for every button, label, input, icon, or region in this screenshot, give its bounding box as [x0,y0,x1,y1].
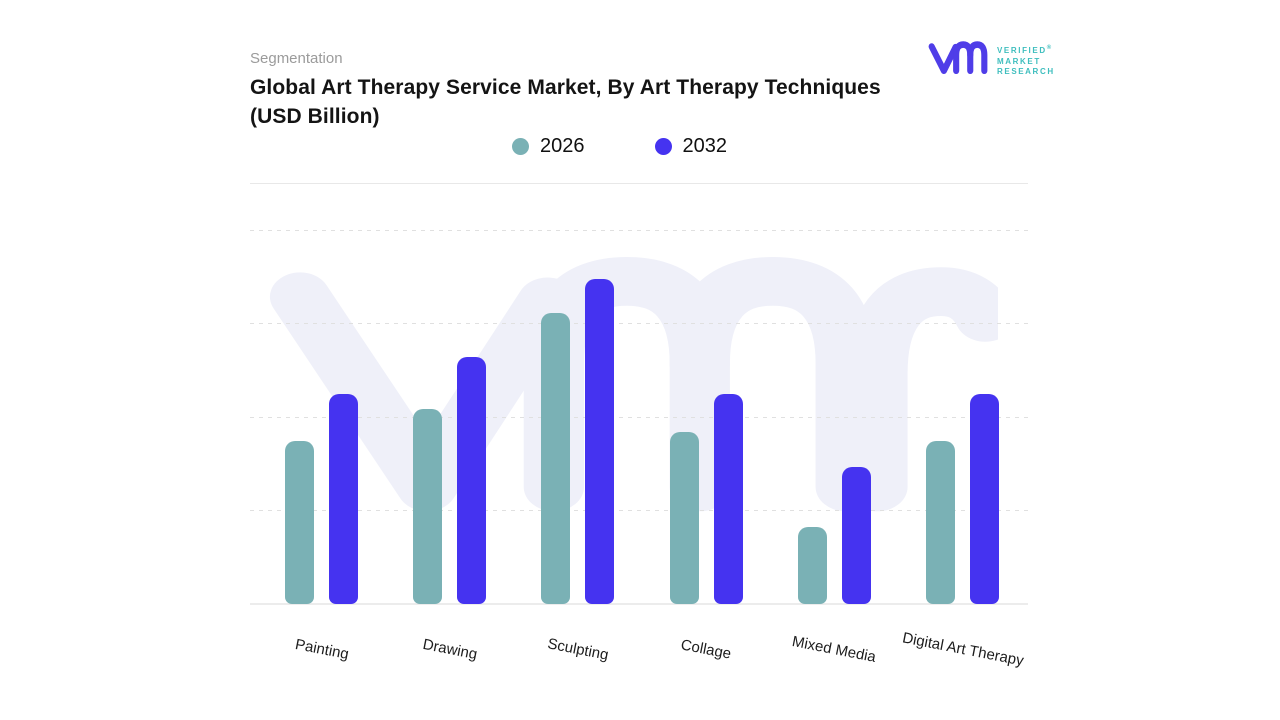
legend-item-2026: 2026 [512,135,585,158]
y-gridline [250,510,1028,512]
header-divider [250,183,1028,184]
page-title-line1: Global Art Therapy Service Market, By Ar… [250,76,881,99]
bar-collage-2032 [713,393,743,604]
legend-dot-2032-icon [654,138,672,155]
page-title-line2: (USD Billion) [250,105,380,128]
y-gridline [250,323,1028,325]
legend-label-2026: 2026 [540,135,585,157]
bar-sculpting-2032 [585,279,615,604]
bar-mixed-media-2026 [797,527,827,604]
y-gridline [250,416,1028,418]
bar-drawing-2026 [413,408,443,604]
legend-label-2032: 2032 [682,135,728,157]
brand-wordmark: VERIFIED® MARKET RESEARCH [997,43,1055,78]
vmr-monogram-icon [928,41,988,75]
eyebrow-label: Segmentation [250,50,343,67]
registered-mark: ® [1046,45,1052,51]
y-gridline [250,229,1028,231]
brand-line-research: RESEARCH [997,67,1055,76]
bar-digital-art-therapy-2026 [926,441,955,604]
chart-plot-area: Painting Drawing Sculpting Collage Mixed Med… [250,183,1028,670]
bar-sculpting-2026 [541,313,571,604]
bar-digital-art-therapy-2032 [970,393,999,604]
legend-item-2032: 2032 [654,135,728,158]
x-axis-line [250,603,1028,605]
bar-mixed-media-2032 [841,466,871,604]
bar-drawing-2032 [457,357,487,604]
chart-legend: 2026 2032 [512,135,727,158]
bar-painting-2026 [285,441,314,604]
bar-collage-2026 [669,431,699,604]
brand-line-market: MARKET [997,56,1041,66]
page-title: Global Art Therapy Service Market, By Ar… [250,73,940,131]
brand-line-verified: VERIFIED® [997,45,1052,55]
brand-logo: VERIFIED® MARKET RESEARCH [928,38,1055,78]
legend-dot-2026-icon [512,138,529,155]
bar-painting-2032 [329,393,358,604]
